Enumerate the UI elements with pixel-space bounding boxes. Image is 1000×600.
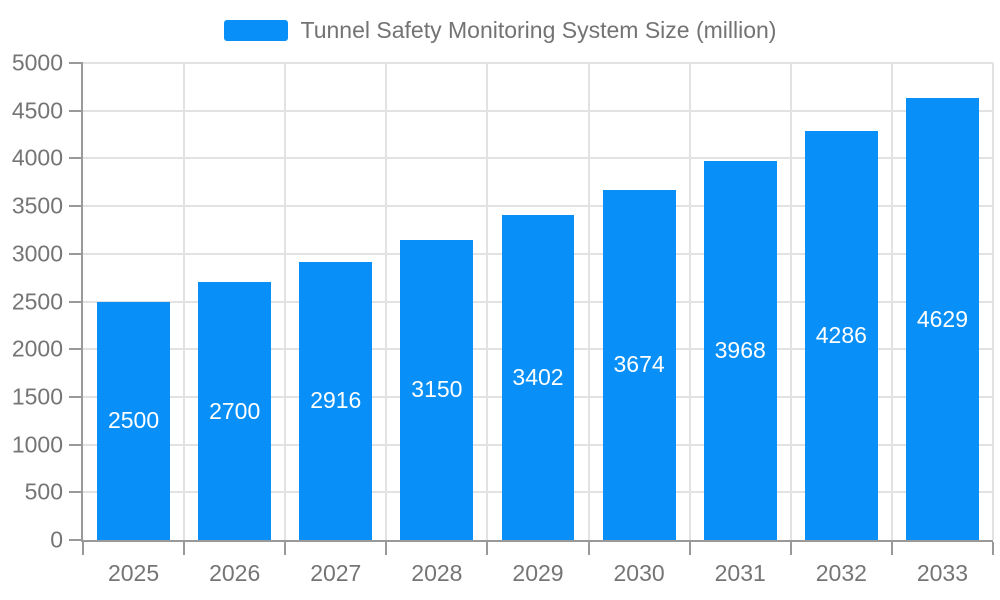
x-axis-label: 2033 bbox=[916, 560, 969, 586]
x-axis-label: 2027 bbox=[310, 560, 362, 586]
x-axis-tick bbox=[587, 542, 590, 555]
x-axis-tick bbox=[688, 542, 691, 555]
h-gridline bbox=[83, 109, 993, 112]
v-gridline bbox=[486, 63, 489, 540]
y-axis-line bbox=[81, 62, 83, 542]
h-gridline bbox=[83, 157, 993, 160]
x-axis-tick bbox=[284, 542, 287, 555]
bar: 3968 bbox=[703, 161, 777, 540]
bar: 3150 bbox=[400, 239, 474, 540]
bar: 2500 bbox=[97, 301, 170, 540]
y-axis-label: 500 bbox=[24, 478, 63, 505]
y-axis-label: 4500 bbox=[11, 97, 63, 124]
bar: 4629 bbox=[906, 98, 979, 540]
x-axis-tick bbox=[183, 542, 186, 555]
x-axis-label: 2025 bbox=[107, 560, 160, 586]
y-axis-tick bbox=[69, 300, 81, 303]
bar-value-label: 3674 bbox=[613, 351, 665, 378]
x-axis-tick bbox=[82, 542, 84, 555]
bar-value-label: 4286 bbox=[815, 322, 867, 349]
y-axis-label: 1500 bbox=[11, 383, 63, 410]
x-axis-label: 2028 bbox=[411, 560, 463, 586]
y-axis-label: 3500 bbox=[11, 192, 63, 219]
y-axis-tick bbox=[69, 62, 81, 64]
v-gridline bbox=[587, 63, 590, 540]
bar: 2916 bbox=[299, 261, 373, 540]
h-gridline bbox=[83, 62, 993, 64]
v-gridline bbox=[890, 63, 893, 540]
y-axis-tick bbox=[69, 109, 81, 112]
y-axis-tick bbox=[69, 252, 81, 255]
legend-label: Tunnel Safety Monitoring System Size (mi… bbox=[300, 17, 777, 43]
y-axis-tick bbox=[69, 395, 81, 398]
v-gridline bbox=[688, 63, 691, 540]
v-gridline bbox=[992, 63, 994, 540]
x-axis-tick bbox=[890, 542, 893, 555]
bar-value-label: 3402 bbox=[512, 364, 564, 391]
bar-value-label: 2700 bbox=[209, 397, 261, 424]
y-axis-tick bbox=[69, 443, 81, 446]
y-axis-label: 5000 bbox=[11, 49, 63, 76]
x-axis-label: 2030 bbox=[613, 560, 665, 586]
v-gridline bbox=[385, 63, 388, 540]
legend-swatch bbox=[223, 20, 288, 41]
y-axis-tick bbox=[69, 157, 81, 160]
bar-value-label: 4629 bbox=[916, 305, 969, 332]
x-axis-tick bbox=[385, 542, 388, 555]
bar-value-label: 2500 bbox=[107, 407, 160, 434]
bar-value-label: 2916 bbox=[310, 387, 362, 414]
y-axis-label: 2500 bbox=[11, 288, 63, 314]
bar: 2700 bbox=[198, 282, 272, 540]
bar-value-label: 3150 bbox=[411, 376, 463, 403]
y-axis-label: 3000 bbox=[11, 240, 63, 267]
bar: 4286 bbox=[804, 131, 878, 540]
x-axis-label: 2026 bbox=[209, 560, 261, 586]
v-gridline bbox=[284, 63, 287, 540]
y-axis-tick bbox=[69, 205, 81, 208]
x-axis-tick bbox=[486, 542, 489, 555]
y-axis-label: 1000 bbox=[11, 431, 63, 458]
y-axis-tick bbox=[69, 539, 81, 541]
x-axis-label: 2032 bbox=[815, 560, 867, 586]
bar-value-label: 3968 bbox=[714, 337, 766, 364]
y-axis-label: 2000 bbox=[11, 335, 63, 362]
x-axis-label: 2029 bbox=[512, 560, 564, 586]
bar: 3402 bbox=[501, 215, 575, 540]
bar: 3674 bbox=[602, 189, 676, 540]
x-axis-line bbox=[81, 540, 993, 542]
x-axis-label: 2031 bbox=[714, 560, 766, 586]
x-axis-tick bbox=[992, 542, 994, 555]
y-axis-tick bbox=[69, 348, 81, 351]
y-axis-label: 4000 bbox=[11, 144, 63, 171]
x-axis-tick bbox=[789, 542, 792, 555]
y-axis-label: 0 bbox=[50, 526, 63, 553]
y-axis-tick bbox=[69, 491, 81, 494]
v-gridline bbox=[789, 63, 792, 540]
v-gridline bbox=[183, 63, 186, 540]
chart-legend-item[interactable]: Tunnel Safety Monitoring System Size (mi… bbox=[0, 17, 1000, 44]
h-gridline bbox=[83, 205, 993, 208]
plot-area: 0 500 1000 1500 2000 2500 3000 3500 4000 4500 5000… bbox=[12, 51, 994, 585]
